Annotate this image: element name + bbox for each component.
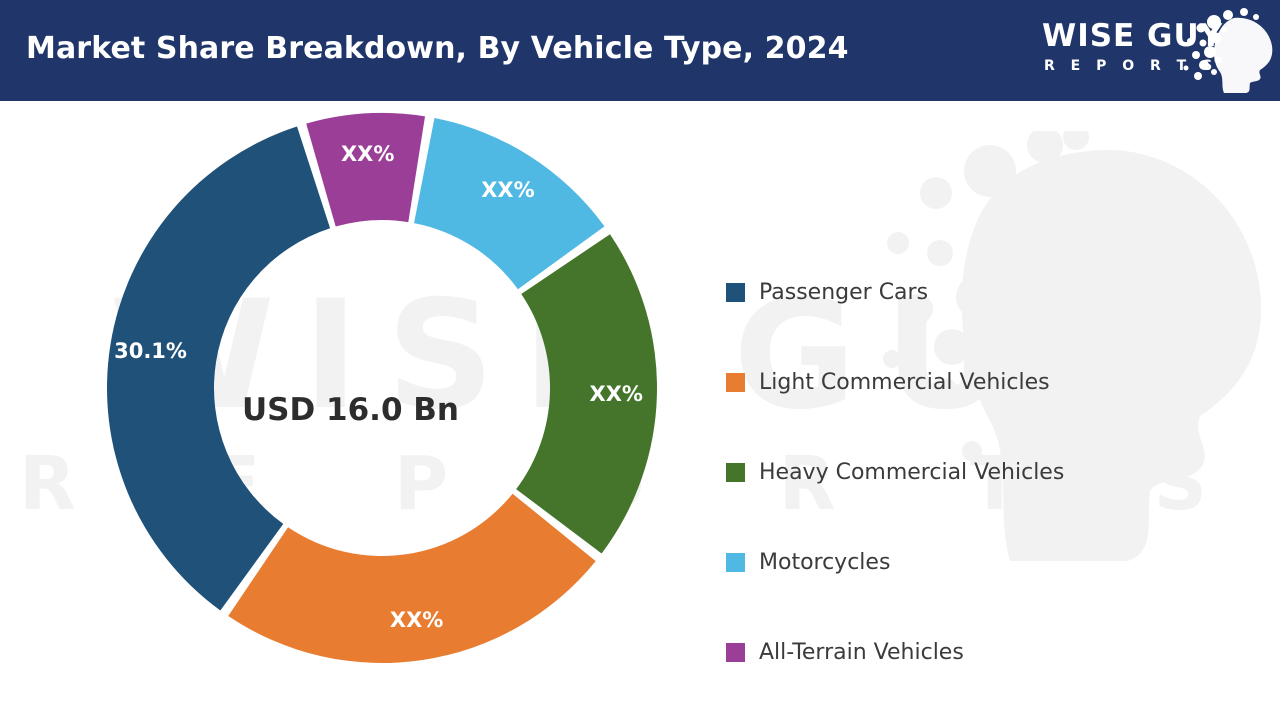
- header-bar: Market Share Breakdown, By Vehicle Type,…: [0, 0, 1280, 101]
- legend-color-swatch: [726, 552, 745, 572]
- donut-slice[interactable]: [107, 126, 331, 611]
- legend-item-label: Heavy Commercial Vehicles: [759, 459, 1065, 485]
- legend-color-swatch: [726, 462, 745, 482]
- legend-item[interactable]: Passenger Cars: [726, 247, 1146, 337]
- head-silhouette-icon: [1213, 17, 1273, 93]
- legend-item-label: Light Commercial Vehicles: [759, 369, 1050, 395]
- logo-svg: WISE GUY R E P O R T S: [1042, 8, 1273, 93]
- legend-item-label: Motorcycles: [759, 549, 891, 575]
- donut-slice[interactable]: [306, 112, 426, 227]
- brand-logo: WISE GUY R E P O R T S: [1038, 8, 1274, 94]
- legend-item-label: Passenger Cars: [759, 279, 929, 305]
- legend-color-swatch: [726, 642, 745, 662]
- logo-wordmark: WISE GUY: [1042, 18, 1223, 54]
- page-title: Market Share Breakdown, By Vehicle Type,…: [26, 31, 849, 66]
- donut-chart-svg: [107, 112, 658, 664]
- chart-legend: Passenger Cars Light Commercial Vehicles H…: [726, 247, 1146, 697]
- legend-item[interactable]: Light Commercial Vehicles: [726, 337, 1146, 427]
- legend-item[interactable]: Heavy Commercial Vehicles: [726, 427, 1146, 517]
- legend-color-swatch: [726, 372, 745, 392]
- donut-chart: USD 16.0 Bn 30.1% XX% XX% XX% XX%: [0, 101, 700, 720]
- donut-slice[interactable]: [228, 493, 596, 664]
- logo-tagline: R E P O R T S: [1044, 58, 1218, 74]
- legend-item[interactable]: All-Terrain Vehicles: [726, 607, 1146, 697]
- legend-item-label: All-Terrain Vehicles: [759, 639, 964, 665]
- donut-slice[interactable]: [414, 118, 605, 290]
- legend-color-swatch: [726, 282, 745, 302]
- donut-slice[interactable]: [516, 234, 658, 554]
- donut-slices: [107, 112, 658, 664]
- legend-item[interactable]: Motorcycles: [726, 517, 1146, 607]
